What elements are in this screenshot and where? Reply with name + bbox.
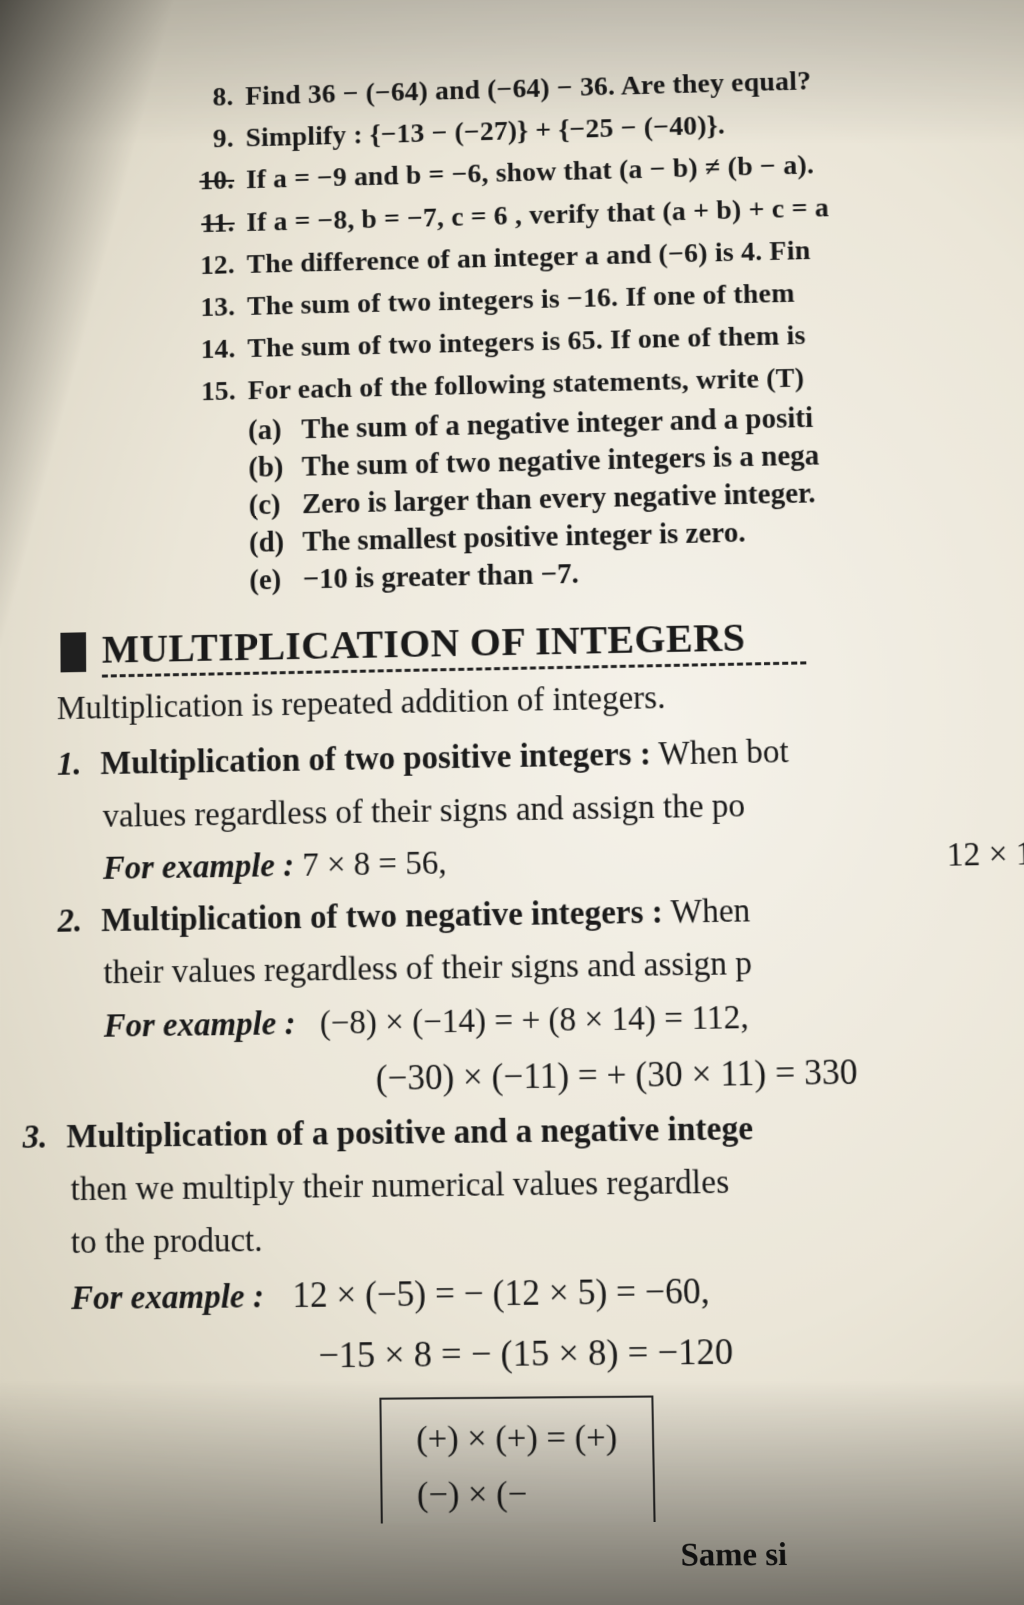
rule-title: Multiplication of two negative integers … [101,894,663,939]
sub-label: (d) [249,526,303,560]
rule-tail: When bot [651,734,789,773]
q-num: 11. [180,203,247,243]
sub-label: (b) [248,451,302,485]
sub-list: (a) The sum of a negative integer and a … [248,397,1024,597]
rule-2: 2. Multiplication of two negative intege… [58,883,1024,946]
rule-line: Multiplication of two positive integers … [100,729,789,789]
rule-num: 1. [57,742,101,790]
sub-label: (e) [249,563,303,597]
section-heading: MULTIPLICATION OF INTEGERS [102,612,806,677]
sub-text: Zero is larger than every negative integ… [302,477,816,521]
rule-title: Multiplication of two positive integers … [100,737,651,783]
rule-2-line2: their values regardless of their signs a… [103,936,1024,998]
example-label: For example : [104,1005,296,1044]
example-label: For example : [71,1279,264,1318]
q-num: 13. [180,287,247,327]
box-row-2: (−) × (− [417,1466,619,1523]
rule-tail: When [663,893,751,931]
q-num: 10. [179,161,246,201]
sign-rule-box-wrap: (+) × (+) = (+) (−) × (− Same si [379,1393,1024,1524]
sub-text: −10 is greater than −7. [303,558,579,596]
page-root: 8. Find 36 − (−64) and (−64) − 36. Are t… [4,0,1024,1526]
rule-3-example: For example : 12 × (−5) = − (12 × 5) = −… [71,1262,1024,1324]
question-list: 8. Find 36 − (−64) and (−64) − 36. Are t… [179,56,1021,412]
section-heading-row: MULTIPLICATION OF INTEGERS [60,608,1024,678]
intro-text: Multiplication is repeated addition of i… [57,668,1024,733]
q-num: 14. [181,330,248,370]
rule-title: Multiplication of a positive and a negat… [66,1110,753,1155]
sub-label: (a) [248,413,302,447]
example-formula-1: 12 × (−5) = − (12 × 5) = −60, [292,1272,710,1316]
rule-num: 3. [23,1114,67,1163]
rule-3-line3: to the product. [71,1208,1024,1267]
box-side-label: Same si [680,1535,787,1574]
example-label: For example : [103,848,294,887]
example-formula-1: (−8) × (−14) = + (8 × 14) = 112, [320,999,749,1041]
sign-rule-box: (+) × (+) = (+) (−) × (− [379,1396,655,1524]
box-row-1: (+) × (+) = (+) [416,1411,618,1468]
example-right: 12 × 1 [946,830,1024,881]
example-formula-2: −15 × 8 = − (15 × 8) = −120 [318,1320,1024,1384]
sub-text: The sum of two negative integers is a ne… [302,439,820,483]
rule-2-example: For example : (−8) × (−14) = + (8 × 14) … [104,989,1024,1051]
example-math: 7 × 8 = 56, [302,845,447,883]
heading-tab-icon [60,632,86,672]
rule-3: 3. Multiplication of a positive and a ne… [23,1102,1024,1163]
example-formula-2: (−30) × (−11) = + (30 × 11) = 330 [375,1043,1024,1106]
rule-1-example: For example : 7 × 8 = 56, 12 × 1 [103,830,1024,894]
rule-line: Multiplication of a positive and a negat… [66,1105,753,1161]
rule-line: Multiplication of two negative integers … [101,888,751,946]
rule-3-line2: then we multiply their numerical values … [71,1155,1024,1215]
sub-text: The sum of a negative integer and a posi… [301,402,813,446]
q-num: 9. [179,119,246,159]
rule-num: 2. [58,898,102,946]
sub-text: The smallest positive integer is zero. [302,516,746,558]
q-num: 12. [180,245,247,285]
q-num: 8. [179,78,246,118]
q-num: 15. [181,372,248,412]
sub-label: (c) [249,488,303,522]
